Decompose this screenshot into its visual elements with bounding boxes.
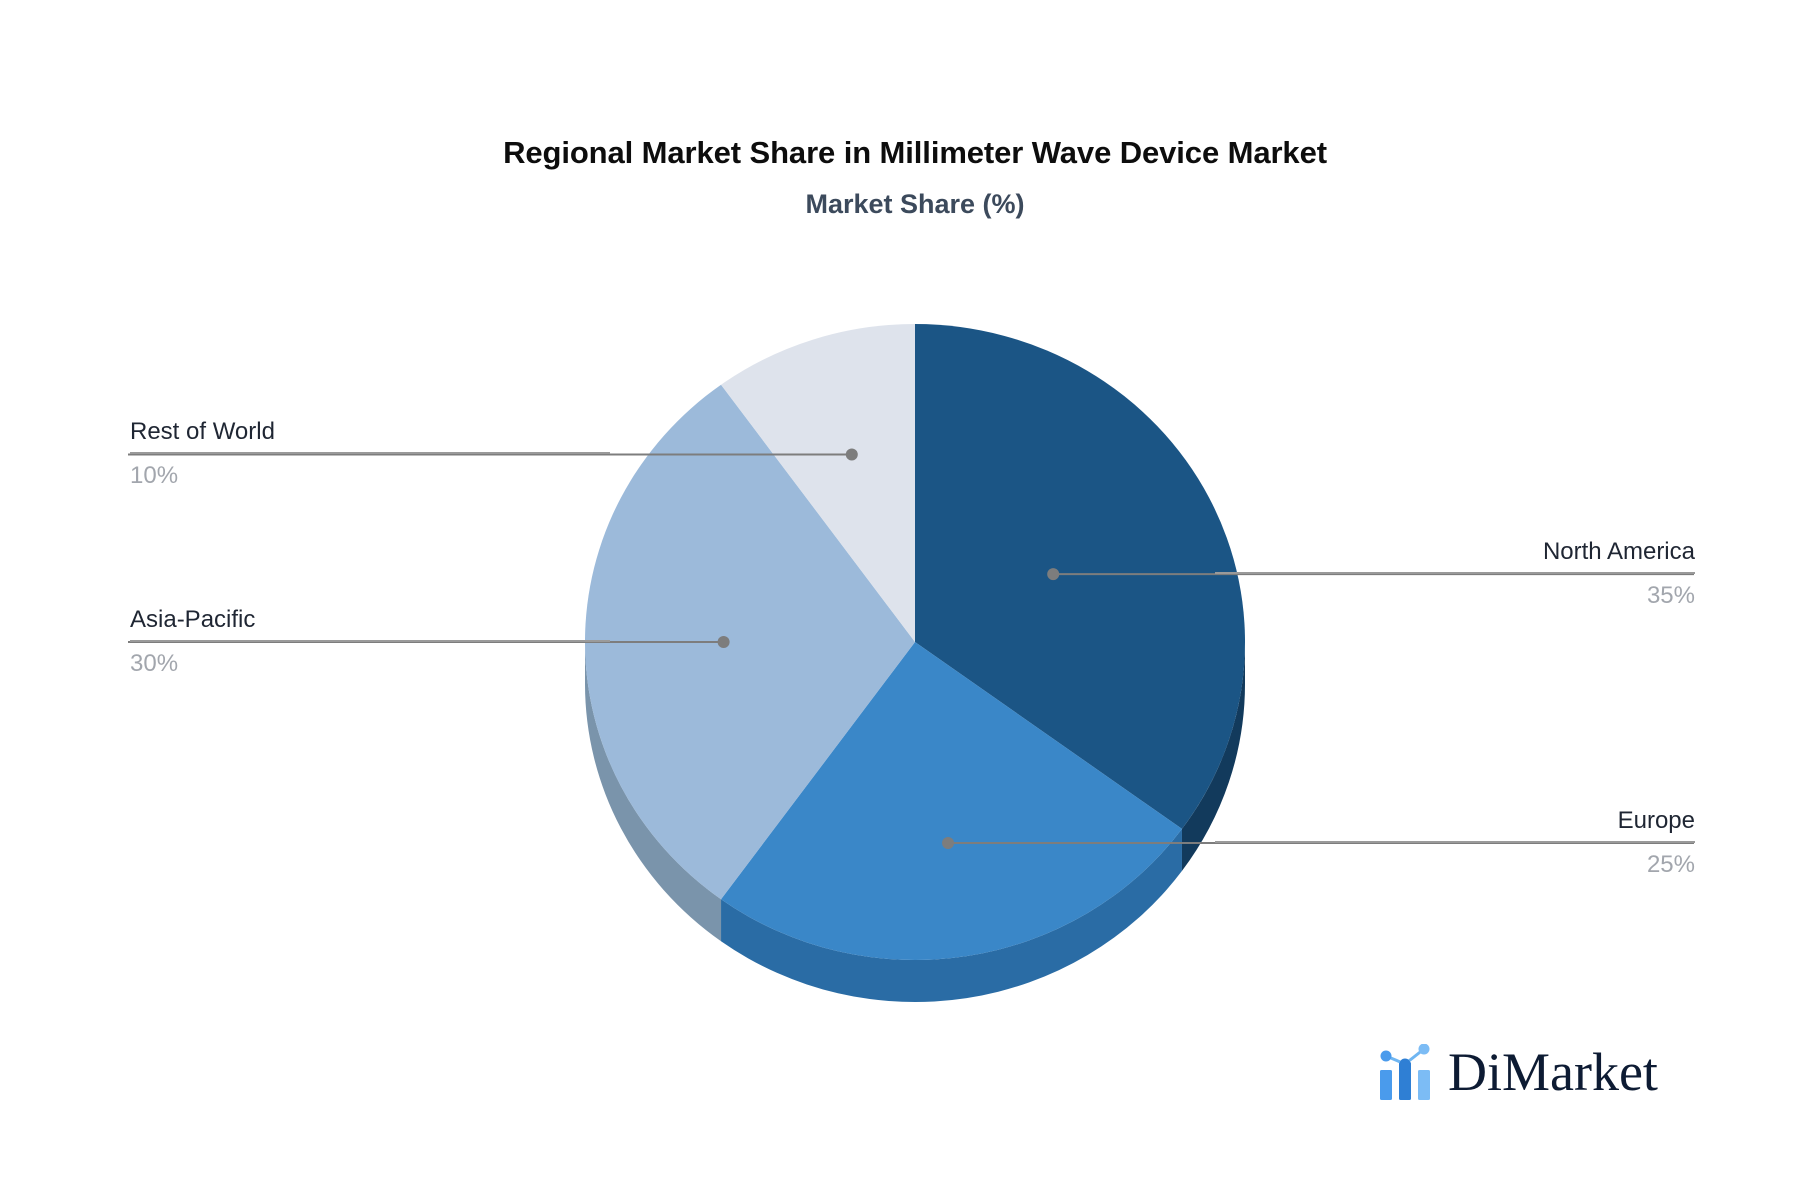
slice-label-rule (130, 640, 610, 642)
pie-slice-side (1181, 642, 1246, 871)
slice-label-value: 30% (130, 650, 179, 677)
pie-slice-north-america[interactable] (915, 324, 1246, 829)
leader-anchor-dot (717, 636, 730, 648)
slice-label-name: Europe (1617, 807, 1695, 834)
pie-slice-side (585, 642, 722, 942)
pie-slice-asia-pacific[interactable] (584, 384, 915, 900)
pie-3d-sides (585, 642, 1246, 1003)
leader-anchor-dot (845, 448, 858, 461)
brand-wordmark: DiMarket (1448, 1042, 1658, 1102)
leader-anchor-dot (1047, 568, 1060, 581)
pie-slice-europe[interactable] (721, 642, 1182, 961)
pie-slice-rest-of-world[interactable] (721, 324, 915, 642)
slice-label-name: Asia-Pacific (130, 606, 256, 633)
slice-label-name: Rest of World (130, 418, 275, 446)
pie-slices (584, 324, 1246, 961)
slice-label-asia-pacific: Asia-Pacific 30% (130, 605, 610, 679)
slice-label-name: North America (1542, 538, 1695, 566)
chart-title: Regional Market Share in Millimeter Wave… (503, 135, 1327, 170)
slice-label-rule (1215, 841, 1695, 843)
slice-label-value: 35% (1646, 582, 1695, 610)
slice-label-rule (130, 452, 610, 455)
chart-subtitle: Market Share (%) (805, 189, 1025, 219)
slice-label-value: 25% (1646, 851, 1695, 878)
pie-slice-side (721, 828, 1182, 1003)
leader-lines (128, 448, 1694, 850)
slice-label-value: 10% (130, 462, 179, 490)
leader-anchor-dot (942, 837, 955, 850)
slice-label-europe: Europe 25% (1215, 806, 1695, 880)
slice-label-north-america: North America 35% (1215, 537, 1695, 611)
slice-label-rest-of-world: Rest of World 10% (130, 417, 610, 491)
bar-chart-logo-icon (1380, 1044, 1430, 1100)
brand-logo: DiMarket (1378, 1044, 1658, 1100)
slice-label-rule (1215, 572, 1695, 575)
